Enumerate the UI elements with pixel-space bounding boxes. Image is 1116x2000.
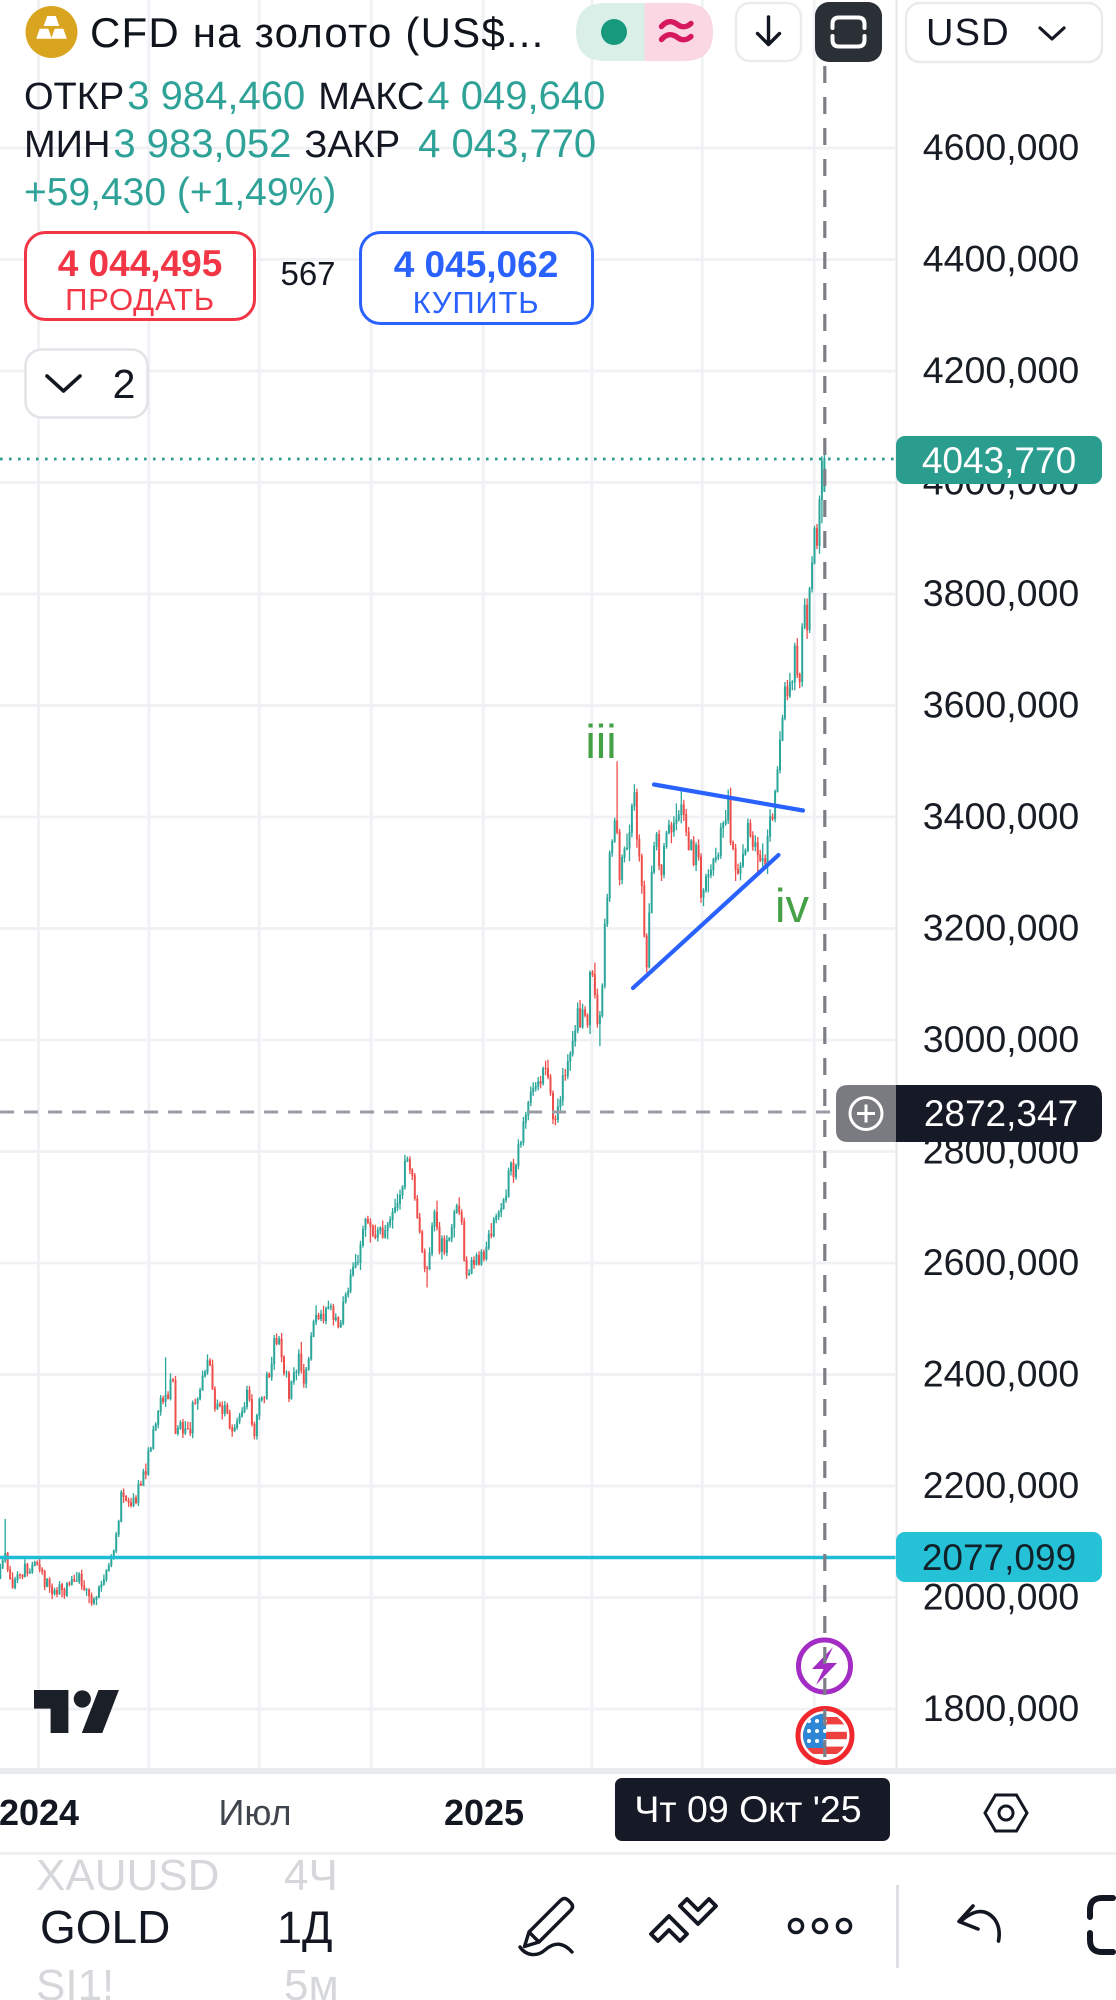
svg-text:567: 567 [280, 255, 335, 292]
svg-text:2024: 2024 [0, 1792, 79, 1833]
svg-text:ПРОДАТЬ: ПРОДАТЬ [65, 282, 215, 317]
svg-text:4 045,062: 4 045,062 [394, 244, 559, 285]
svg-text:5м: 5м [284, 1961, 339, 2000]
svg-text:1800,000: 1800,000 [923, 1687, 1079, 1729]
svg-text:2: 2 [113, 361, 136, 407]
svg-text:CFD на золото (US$...: CFD на золото (US$... [90, 9, 545, 56]
svg-text:2400,000: 2400,000 [923, 1353, 1079, 1395]
svg-text:+59,430 (+1,49%): +59,430 (+1,49%) [24, 171, 336, 214]
svg-text:4Ч: 4Ч [284, 1851, 338, 1900]
svg-text:2600,000: 2600,000 [923, 1241, 1079, 1283]
svg-text:3000,000: 3000,000 [923, 1018, 1079, 1060]
svg-text:3800,000: 3800,000 [923, 572, 1079, 614]
svg-text:4 044,495: 4 044,495 [58, 243, 223, 284]
svg-text:4400,000: 4400,000 [923, 238, 1079, 280]
svg-text:2077,099: 2077,099 [922, 1537, 1076, 1578]
svg-text:3200,000: 3200,000 [923, 907, 1079, 949]
svg-text:SI1!: SI1! [36, 1961, 114, 2000]
svg-text:XAUUSD: XAUUSD [36, 1851, 219, 1900]
svg-text:GOLD: GOLD [40, 1901, 170, 1953]
svg-text:3600,000: 3600,000 [923, 684, 1079, 726]
svg-text:2025: 2025 [444, 1792, 524, 1833]
svg-text:iv: iv [775, 879, 809, 932]
svg-text:2872,347: 2872,347 [924, 1093, 1078, 1134]
svg-text:2000,000: 2000,000 [923, 1576, 1079, 1618]
svg-text:4600,000: 4600,000 [923, 126, 1079, 168]
svg-text:КУПИТЬ: КУПИТЬ [413, 285, 540, 320]
svg-text:iii: iii [585, 715, 616, 768]
svg-text:1Д: 1Д [277, 1902, 333, 1953]
svg-text:4043,770: 4043,770 [922, 440, 1076, 481]
svg-text:2200,000: 2200,000 [923, 1464, 1079, 1506]
svg-text:USD: USD [926, 12, 1010, 54]
svg-text:Чт 09 Окт '25: Чт 09 Окт '25 [634, 1788, 861, 1830]
svg-text:4200,000: 4200,000 [923, 349, 1079, 391]
svg-text:3400,000: 3400,000 [923, 795, 1079, 837]
svg-text:Июл: Июл [218, 1792, 291, 1833]
